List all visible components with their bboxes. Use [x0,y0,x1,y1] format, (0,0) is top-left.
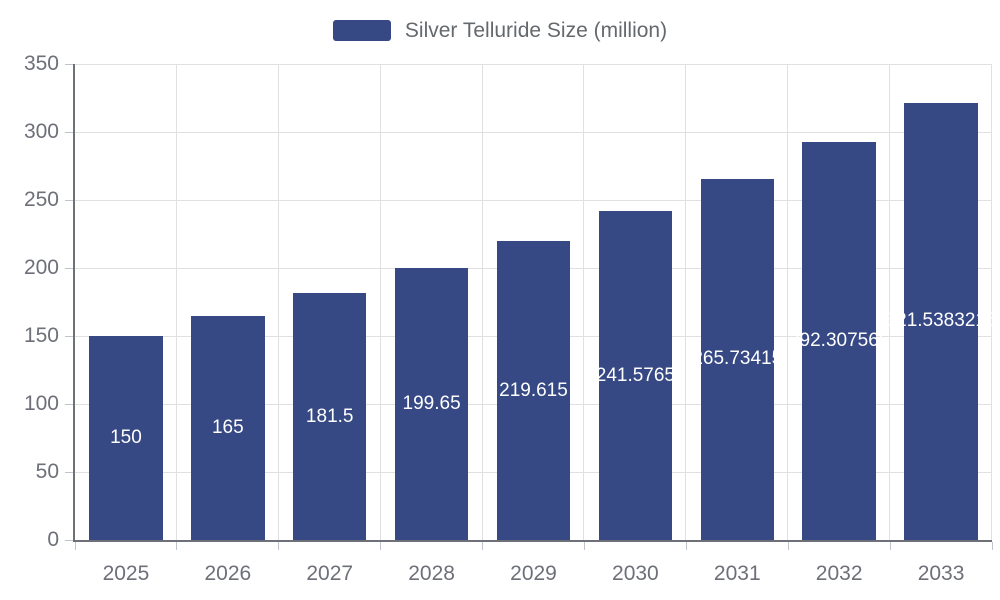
x-axis-tick [278,542,280,550]
y-tick-label: 0 [47,528,59,551]
bar-2033[interactable]: 321.5383215 [886,102,997,540]
x-tick-label: 2027 [306,562,354,585]
y-axis-tick [65,199,73,201]
bar-value-label: 150 [110,427,142,448]
v-gridline [481,64,483,540]
bar-value-label: 219.615 [499,379,568,401]
x-axis-tick [176,542,178,550]
v-gridline [787,64,789,540]
bar-value-label: 165 [211,416,244,438]
bar-value-label: 265.73415 [692,348,783,370]
plot-area: 0 50 100 150 200 250 300 350 150 2025 165 2026 181.5… [24,52,997,585]
h-gridline [75,199,992,201]
v-gridline [685,64,687,540]
y-axis-tick [65,131,73,133]
y-axis-tick [65,335,73,337]
bar-2032[interactable]: 292.307565 [789,142,889,540]
x-tick-label: 2033 [917,562,965,585]
y-axis-tick [65,267,73,269]
x-tick-label: 2026 [204,562,252,585]
x-axis-tick [991,542,993,550]
bar-value-label: 292.307565 [788,330,890,352]
x-tick-label: 2032 [815,562,863,585]
bar-2031[interactable]: 265.73415 [692,178,782,540]
bar-2030[interactable]: 241.5765 [595,211,675,540]
y-axis-tick [65,403,73,405]
bar-2026[interactable]: 165 [191,315,265,540]
x-axis-tick [685,542,687,550]
y-tick-label: 300 [23,120,59,143]
v-gridline [379,64,381,540]
bar-2025[interactable]: 150 [89,336,163,540]
v-gridline [991,64,992,540]
bar-2027[interactable]: 181.5 [293,293,367,540]
y-tick-label: 150 [23,324,59,347]
y-axis-tick [65,539,73,541]
x-axis-tick [482,542,484,550]
legend-label: Silver Telluride Size (million) [404,19,668,42]
v-gridline [277,64,279,540]
x-axis-tick [787,542,789,550]
y-tick-label: 50 [35,460,59,483]
legend-item[interactable]: Silver Telluride Size (million) [0,20,1000,41]
h-gridline [75,63,992,65]
y-tick-label: 200 [23,256,59,279]
y-axis-tick [65,471,73,473]
x-tick-label: 2028 [408,562,455,585]
x-axis-tick [583,542,585,550]
bar-value-label: 321.5383215 [885,310,997,332]
x-axis-tick [889,542,891,550]
bar-value-label: 181.5 [305,405,354,427]
bar-2028[interactable]: 199.65 [394,268,469,540]
x-tick-label: 2031 [713,562,761,585]
y-tick-label: 350 [23,52,59,75]
v-gridline [889,64,891,540]
x-tick-label: 2025 [102,562,150,585]
h-gridline [75,131,992,133]
bar-value-label: 241.5765 [595,364,675,386]
legend-swatch [332,20,391,41]
x-tick-label: 2030 [612,562,659,585]
x-tick-label: 2029 [510,562,557,585]
y-tick-label: 250 [23,188,59,211]
x-axis-tick [380,542,382,550]
bar-value-label: 199.65 [402,393,461,415]
y-tick-label: 100 [23,392,59,415]
x-axis-tick [74,542,76,550]
v-gridline [583,64,585,540]
v-gridline [175,64,177,540]
bar-2029[interactable]: 219.615 [496,241,571,540]
y-axis-tick [65,63,73,65]
